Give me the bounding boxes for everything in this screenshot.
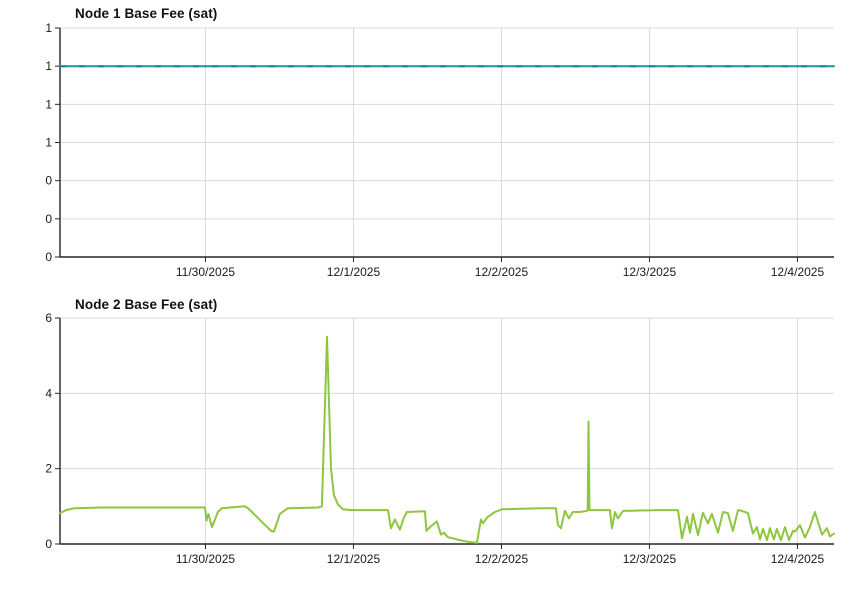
y-tick-label: 4 [45, 386, 52, 400]
x-tick-label: 12/4/2025 [771, 265, 825, 279]
y-tick-label: 0 [45, 537, 52, 551]
x-tick-label: 12/1/2025 [327, 265, 381, 279]
x-tick-label: 11/30/2025 [176, 265, 235, 279]
y-tick-label: 6 [45, 311, 52, 325]
x-tick-label: 12/1/2025 [327, 552, 381, 566]
node1-chart-title: Node 1 Base Fee (sat) [75, 6, 218, 21]
node1-base-fee-chart: 11/30/2025 12/1/2025 12/2/2025 12/3/2025 12/… [45, 21, 835, 279]
node2-chart-title: Node 2 Base Fee (sat) [75, 297, 218, 312]
x-tick-label: 11/30/2025 [176, 552, 235, 566]
x-tick-label: 12/2/2025 [475, 265, 529, 279]
node2-base-fee-series-line [59, 335, 835, 544]
y-tick-label: 1 [45, 21, 52, 35]
y-tick-label: 0 [45, 174, 52, 188]
y-tick-label: 1 [45, 59, 52, 73]
y-tick-label: 1 [45, 97, 52, 111]
x-tick-label: 12/3/2025 [623, 552, 677, 566]
x-tick-label: 12/3/2025 [623, 265, 677, 279]
y-tick-label: 0 [45, 250, 52, 264]
y-tick-label: 0 [45, 212, 52, 226]
y-tick-label: 2 [45, 462, 52, 476]
y-tick-label: 1 [45, 136, 52, 150]
x-tick-label: 12/4/2025 [771, 552, 825, 566]
x-tick-label: 12/2/2025 [475, 552, 529, 566]
node2-base-fee-chart: 11/30/2025 12/1/2025 12/2/2025 12/3/2025 12/… [45, 311, 835, 566]
